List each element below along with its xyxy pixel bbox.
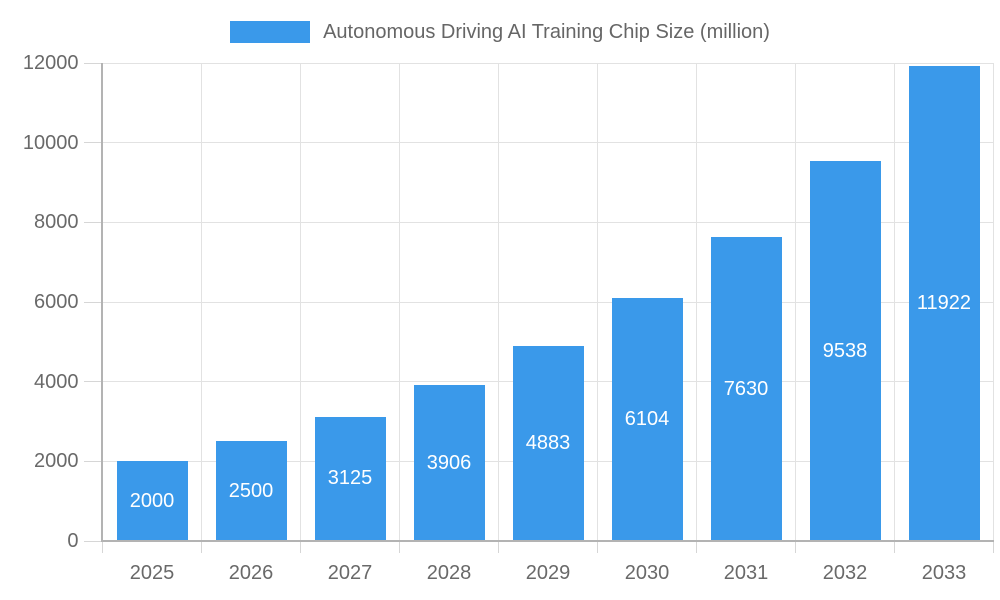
x-tick-mark [201, 541, 202, 553]
bar-2025[interactable]: 2000 [116, 461, 188, 541]
x-gridline [894, 63, 895, 541]
y-axis-line [101, 63, 103, 542]
x-tick-label: 2026 [228, 562, 274, 584]
x-gridline [300, 63, 301, 541]
x-tick-label: 2033 [921, 562, 967, 584]
legend-label: Autonomous Driving AI Training Chip Size… [323, 21, 770, 43]
y-tick-label: 12000 [22, 52, 79, 74]
bar-2029[interactable]: 4883 [512, 346, 584, 541]
x-tick-label: 2029 [525, 562, 571, 584]
x-axis-line [101, 540, 994, 542]
y-tick-label: 6000 [34, 291, 79, 313]
x-gridline [993, 63, 994, 541]
y-tick-label: 8000 [34, 211, 79, 234]
bar-2030[interactable]: 6104 [611, 297, 683, 541]
y-tick-mark [83, 62, 102, 64]
x-tick-mark [894, 541, 895, 553]
bar-value-label: 11922 [916, 292, 972, 315]
x-tick-label: 2027 [327, 562, 373, 584]
x-gridline [696, 63, 697, 541]
x-tick-mark [993, 541, 994, 553]
bar-value-label: 6104 [624, 407, 670, 430]
x-tick-mark [597, 541, 598, 553]
bar-value-label: 9538 [822, 339, 868, 362]
x-tick-mark [696, 541, 697, 553]
x-tick-mark [300, 541, 301, 553]
y-tick-mark [83, 142, 102, 144]
y-tick-mark [83, 301, 102, 303]
bar-2027[interactable]: 3125 [314, 416, 386, 541]
y-tick-label: 2000 [34, 450, 79, 473]
x-tick-label: 2032 [822, 562, 868, 584]
x-gridline [498, 63, 499, 541]
bar-value-label: 4883 [525, 432, 571, 455]
bar-2032[interactable]: 9538 [809, 161, 881, 541]
x-tick-mark [498, 541, 499, 553]
x-tick-label: 2031 [723, 562, 769, 584]
bar-value-label: 2500 [228, 479, 274, 502]
y-gridline [102, 221, 994, 223]
chart-legend[interactable]: Autonomous Driving AI Training Chip Size… [0, 19, 1000, 45]
bar-value-label: 2000 [129, 489, 175, 512]
x-gridline [399, 63, 400, 541]
x-gridline [201, 63, 202, 541]
bar-value-label: 7630 [723, 377, 769, 400]
y-tick-mark [83, 460, 102, 462]
bar-2026[interactable]: 2500 [215, 441, 287, 541]
y-tick-mark [83, 540, 102, 542]
x-tick-label: 2025 [129, 562, 175, 584]
bar-2033[interactable]: 11922 [908, 66, 980, 541]
y-gridline [102, 142, 994, 144]
x-tick-mark [399, 541, 400, 553]
bar-value-label: 3125 [327, 467, 373, 490]
bar-2028[interactable]: 3906 [413, 385, 485, 541]
y-tick-mark [83, 221, 102, 223]
bar-2031[interactable]: 7630 [710, 237, 782, 541]
y-tick-label: 10000 [22, 131, 79, 154]
y-tick-label: 4000 [34, 370, 79, 393]
x-gridline [597, 63, 598, 541]
y-gridline [102, 301, 994, 303]
x-tick-mark [102, 541, 103, 553]
y-tick-label: 0 [67, 530, 79, 552]
y-tick-mark [83, 381, 102, 383]
y-gridline [102, 62, 994, 64]
x-tick-label: 2028 [426, 562, 472, 584]
x-tick-label: 2030 [624, 562, 670, 584]
bar-value-label: 3906 [426, 451, 472, 474]
x-tick-mark [795, 541, 796, 553]
x-gridline [795, 63, 796, 541]
legend-swatch-icon [230, 21, 311, 43]
